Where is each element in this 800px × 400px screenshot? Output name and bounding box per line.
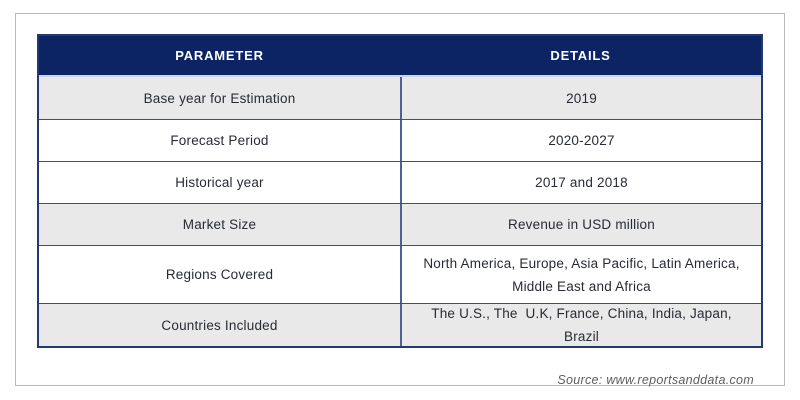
table-row: Base year for Estimation 2019 bbox=[39, 77, 761, 119]
table-row: Historical year 2017 and 2018 bbox=[39, 161, 761, 203]
parameter-cell: Market Size bbox=[182, 217, 257, 232]
details-cell: Revenue in USD million bbox=[400, 204, 761, 245]
table-header-row: PARAMETER DETAILS bbox=[39, 36, 761, 77]
details-cell: North America, Europe, Asia Pacific, Lat… bbox=[400, 246, 761, 303]
report-scope-table: PARAMETER DETAILS Base year for Estimati… bbox=[37, 34, 763, 348]
details-cell: 2019 bbox=[400, 77, 761, 119]
parameter-cell: Regions Covered bbox=[165, 267, 274, 282]
parameter-cell: Forecast Period bbox=[170, 133, 269, 148]
table-body: Base year for Estimation 2019 Forecast Per… bbox=[39, 77, 761, 346]
table-row: Regions Covered North America, Europe, As… bbox=[39, 245, 761, 303]
table-row: Forecast Period 2020-2027 bbox=[39, 119, 761, 161]
table-row: Countries Included The U.S., The U.K, Fra… bbox=[39, 303, 761, 346]
column-header-details: DETAILS bbox=[550, 48, 611, 63]
page-frame: PARAMETER DETAILS Base year for Estimati… bbox=[15, 13, 785, 387]
details-cell: 2017 and 2018 bbox=[400, 162, 761, 203]
parameter-cell: Countries Included bbox=[161, 317, 278, 333]
source-attribution: Source: www.reportsanddata.com bbox=[557, 373, 754, 387]
parameter-cell: Historical year bbox=[175, 175, 264, 190]
parameter-cell: Base year for Estimation bbox=[143, 90, 296, 106]
table-row: Market Size Revenue in USD million bbox=[39, 203, 761, 245]
details-cell: 2020-2027 bbox=[400, 120, 761, 161]
details-cell: The U.S., The U.K, France, China, India,… bbox=[400, 304, 761, 346]
column-header-parameter: PARAMETER bbox=[175, 48, 264, 63]
